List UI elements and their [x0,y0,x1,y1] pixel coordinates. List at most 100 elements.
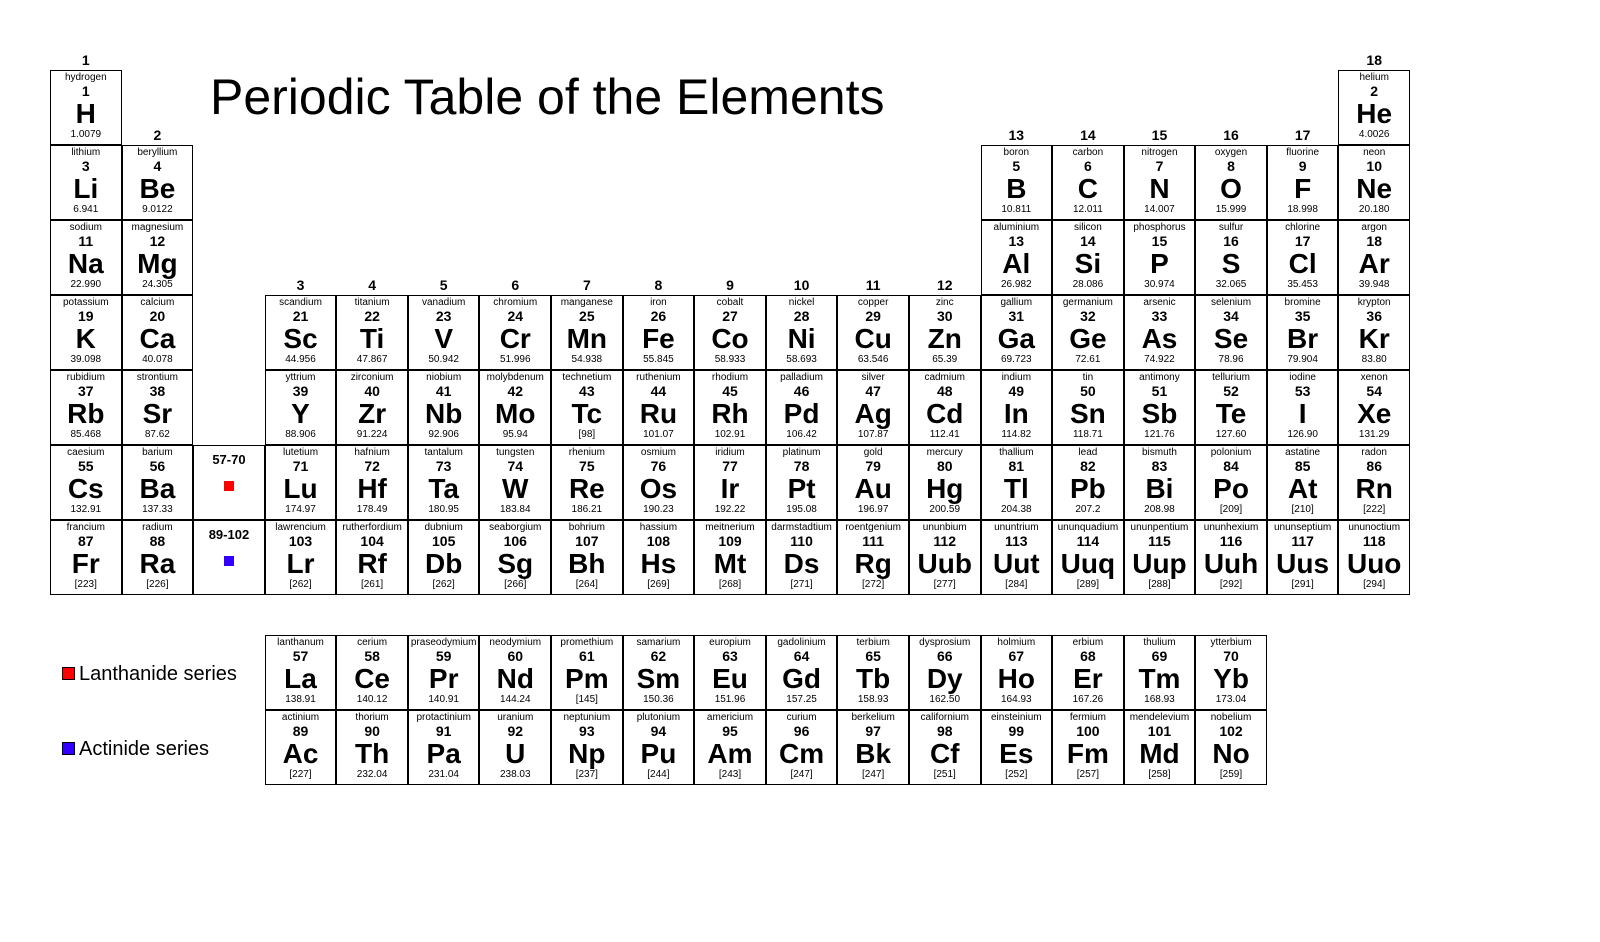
element-name: praseodymium [409,636,479,648]
element-number: 93 [552,724,622,738]
element-symbol: Se [1196,325,1266,353]
element-mass: 15.999 [1196,205,1266,215]
element-symbol: Zr [337,400,407,428]
element-mass: 26.982 [982,280,1052,290]
range-57-70: 57-70 [193,445,265,520]
element-At: astatine85At[210] [1267,445,1339,520]
element-number: 36 [1339,309,1409,323]
element-symbol: Kr [1339,325,1409,353]
element-symbol: Be [123,175,193,203]
element-mass: 74.922 [1125,355,1195,365]
element-H: hydrogen1H1.0079 [50,70,122,145]
element-number: 43 [552,384,622,398]
element-name: dysprosium [910,636,980,648]
element-Mn: manganese25Mn54.938 [551,295,623,370]
element-mass: [259] [1196,770,1266,780]
element-mass: [210] [1268,505,1338,515]
element-mass: 150.36 [624,695,694,705]
element-Sc: scandium21Sc44.956 [265,295,337,370]
element-Ti: titanium22Ti47.867 [336,295,408,370]
element-Rg: roentgenium111Rg[272] [837,520,909,595]
element-name: selenium [1196,296,1266,308]
element-symbol: Pr [409,665,479,693]
element-Os: osmium76Os190.23 [623,445,695,520]
element-mass: [252] [982,770,1052,780]
element-symbol: Y [266,400,336,428]
element-number: 96 [767,724,837,738]
element-mass: 168.93 [1125,695,1195,705]
element-mass: [227] [266,770,336,780]
element-mass: 200.59 [910,505,980,515]
element-symbol: Sb [1125,400,1195,428]
element-mass: 140.12 [337,695,407,705]
element-name: silver [838,371,908,383]
element-mass: 30.974 [1125,280,1195,290]
element-mass: 162.50 [910,695,980,705]
element-mass: 50.942 [409,355,479,365]
element-number: 41 [409,384,479,398]
element-number: 22 [337,309,407,323]
group-label-18: 18 [1338,52,1410,68]
element-P: phosphorus15P30.974 [1124,220,1196,295]
element-name: rutherfordium [337,521,407,533]
element-N: nitrogen7N14.007 [1124,145,1196,220]
element-name: cobalt [695,296,765,308]
element-name: holmium [982,636,1052,648]
element-name: caesium [51,446,121,458]
element-number: 97 [838,724,908,738]
element-Uub: ununbium112Uub[277] [909,520,981,595]
element-number: 110 [767,534,837,548]
element-name: terbium [838,636,908,648]
element-name: roentgenium [838,521,908,533]
element-number: 50 [1053,384,1123,398]
element-symbol: Ac [266,740,336,768]
element-number: 74 [480,459,550,473]
element-name: rhenium [552,446,622,458]
element-S: sulfur16S32.065 [1195,220,1267,295]
element-symbol: Cr [480,325,550,353]
element-number: 116 [1196,534,1266,548]
element-name: ununbium [910,521,980,533]
element-Po: polonium84Po[209] [1195,445,1267,520]
element-name: europium [695,636,765,648]
element-symbol: Au [838,475,908,503]
element-symbol: Nd [480,665,550,693]
element-mass: [266] [480,580,550,590]
group-label-15: 15 [1124,127,1196,143]
element-mass: [294] [1339,580,1409,590]
element-name: fermium [1053,711,1123,723]
element-Ir: iridium77Ir192.22 [694,445,766,520]
element-name: lutetium [266,446,336,458]
element-symbol: Sg [480,550,550,578]
element-number: 45 [695,384,765,398]
element-symbol: Ge [1053,325,1123,353]
element-Be: beryllium4Be9.0122 [122,145,194,220]
element-name: technetium [552,371,622,383]
element-number: 7 [1125,159,1195,173]
element-number: 65 [838,649,908,663]
element-mass: [222] [1339,505,1409,515]
periodic-table-series: Lanthanide series Actinide series lantha… [50,635,1410,785]
element-name: tantalum [409,446,479,458]
element-name: californium [910,711,980,723]
element-symbol: Br [1268,325,1338,353]
element-As: arsenic33As74.922 [1124,295,1196,370]
element-name: uranium [480,711,550,723]
element-Ar: argon18Ar39.948 [1338,220,1410,295]
element-name: iron [624,296,694,308]
element-mass: 4.0026 [1339,130,1409,140]
element-symbol: Lu [266,475,336,503]
element-name: hassium [624,521,694,533]
element-name: sulfur [1196,221,1266,233]
element-Al: aluminium13Al26.982 [981,220,1053,295]
element-number: 64 [767,649,837,663]
element-number: 115 [1125,534,1195,548]
element-Pd: palladium46Pd106.42 [766,370,838,445]
element-symbol: Ba [123,475,193,503]
element-symbol: Sn [1053,400,1123,428]
element-Sn: tin50Sn118.71 [1052,370,1124,445]
element-mass: [223] [51,580,121,590]
element-name: nobelium [1196,711,1266,723]
element-symbol: Al [982,250,1052,278]
element-Zn: zinc30Zn65.39 [909,295,981,370]
